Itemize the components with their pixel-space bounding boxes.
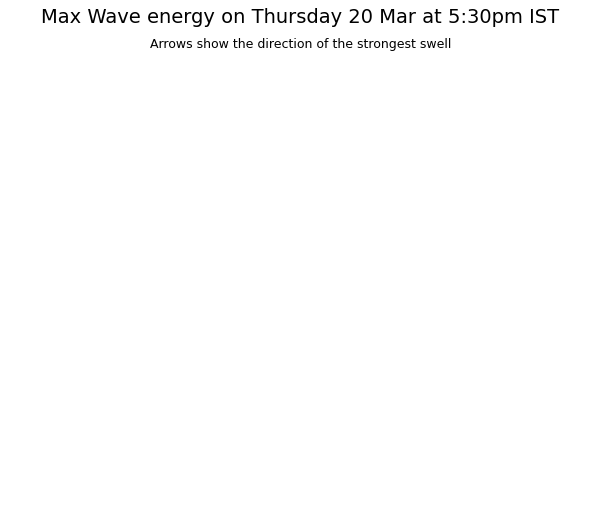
Text: Arrows show the direction of the strongest swell: Arrows show the direction of the stronge… bbox=[150, 38, 451, 51]
Text: Max Wave energy on Thursday 20 Mar at 5:30pm IST: Max Wave energy on Thursday 20 Mar at 5:… bbox=[41, 8, 560, 27]
